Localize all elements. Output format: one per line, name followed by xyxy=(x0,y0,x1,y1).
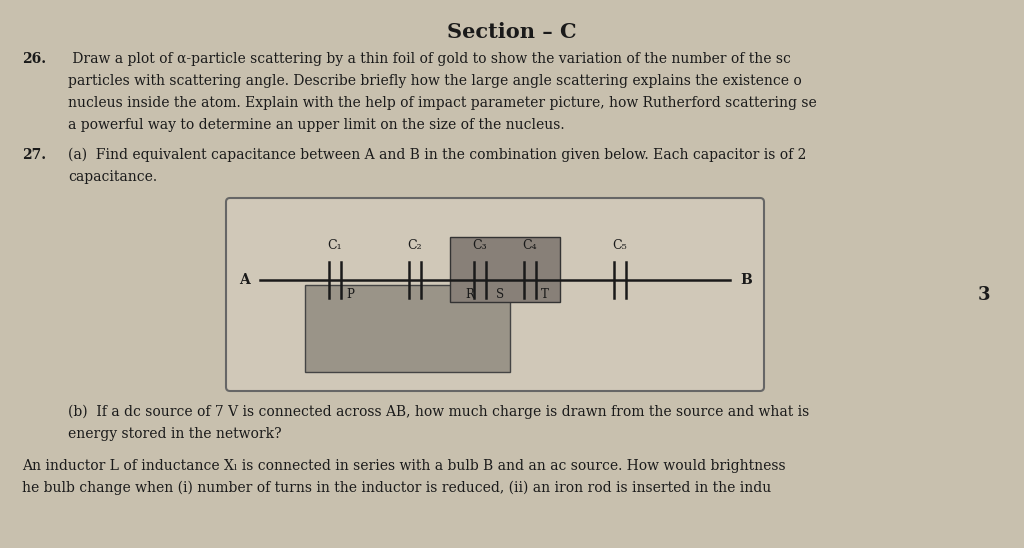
Text: C₄: C₄ xyxy=(522,239,538,252)
Text: T: T xyxy=(541,288,549,301)
Text: nucleus inside the atom. Explain with the help of impact parameter picture, how : nucleus inside the atom. Explain with th… xyxy=(68,96,817,110)
Text: C₂: C₂ xyxy=(408,239,422,252)
Text: 26.: 26. xyxy=(22,52,46,66)
Text: (b)  If a dc source of 7 V is connected across AB, how much charge is drawn from: (b) If a dc source of 7 V is connected a… xyxy=(68,405,809,419)
Text: he bulb change when (i) number of turns in the inductor is reduced, (ii) an iron: he bulb change when (i) number of turns … xyxy=(22,481,771,495)
Text: R: R xyxy=(466,288,474,301)
Bar xyxy=(305,285,510,372)
Text: capacitance.: capacitance. xyxy=(68,170,157,184)
Text: a powerful way to determine an upper limit on the size of the nucleus.: a powerful way to determine an upper lim… xyxy=(68,118,564,132)
Text: P: P xyxy=(346,288,354,301)
Text: (a)  Find equivalent capacitance between A and B in the combination given below.: (a) Find equivalent capacitance between … xyxy=(68,148,806,162)
Text: S: S xyxy=(496,288,504,301)
Text: energy stored in the network?: energy stored in the network? xyxy=(68,427,282,441)
Text: B: B xyxy=(740,273,752,287)
Text: particles with scattering angle. Describe briefly how the large angle scattering: particles with scattering angle. Describ… xyxy=(68,74,802,88)
Text: A: A xyxy=(240,273,250,287)
Text: Draw a plot of α-particle scattering by a thin foil of gold to show the variatio: Draw a plot of α-particle scattering by … xyxy=(68,52,791,66)
Text: An inductor L of inductance Xₗ is connected in series with a bulb B and an ac so: An inductor L of inductance Xₗ is connec… xyxy=(22,459,785,473)
Text: 27.: 27. xyxy=(22,148,46,162)
FancyBboxPatch shape xyxy=(226,198,764,391)
Bar xyxy=(450,237,560,302)
Text: C₁: C₁ xyxy=(328,239,342,252)
Text: Section – C: Section – C xyxy=(447,22,577,42)
Text: C₃: C₃ xyxy=(473,239,487,252)
Text: 3: 3 xyxy=(978,286,990,304)
Text: C₅: C₅ xyxy=(612,239,628,252)
